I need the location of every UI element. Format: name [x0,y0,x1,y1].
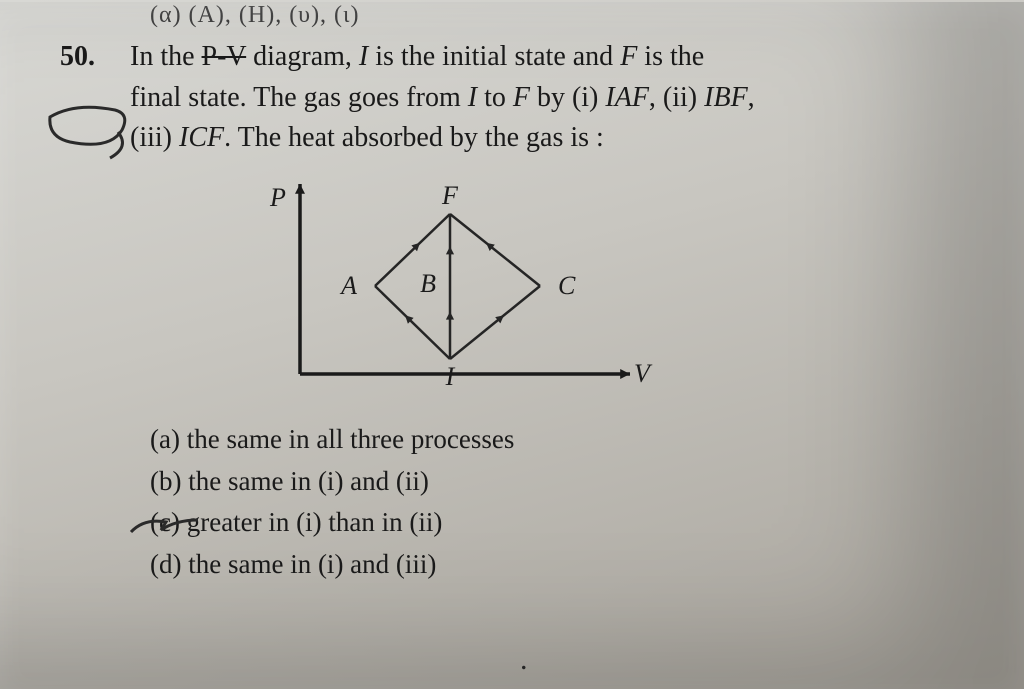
svg-text:P: P [269,183,286,212]
ICF: ICF [179,122,224,153]
option-a: (a) the same in all three processes [150,419,964,461]
q-line3-pre: (iii) [130,122,179,153]
question-text: In the P-V diagram, I is the initial sta… [130,37,964,159]
initial-I: I [359,41,368,72]
svg-text:C: C [558,271,576,300]
option-b: (b) the same in (i) and (ii) [150,461,964,503]
svg-text:V: V [634,359,653,388]
q-line2-pre: final state. The gas goes from [130,82,468,113]
pv-text: P-V [202,41,247,72]
svg-text:F: F [441,181,459,210]
final-F: F [620,41,637,72]
option-d: (d) the same in (i) and (iii) [150,544,964,586]
q-line1-mid: diagram, [246,41,359,72]
pv-diagram-svg: P V F I A B C [240,164,660,414]
I2: I [468,82,477,113]
svg-text:I: I [445,362,456,391]
q-line3-post: . The heat absorbed by the gas is : [224,122,604,153]
q-line1-pre: In the [130,41,202,72]
question-block: 50. In the P-V diagram, I is the initial… [60,37,964,159]
svg-text:B: B [420,269,436,298]
q-line2-to: to [477,82,513,113]
q-line1-post: is the initial state and [368,41,620,72]
option-c: (c) greater in (i) than in (ii) [150,502,964,544]
option-c-text: (c) greater in (i) than in (ii) [150,507,442,537]
options-list: (a) the same in all three processes (b) … [150,419,964,586]
q-line1-end: is the [637,41,704,72]
stray-dot: . [520,643,528,677]
pv-diagram: P V F I A B C [240,164,660,414]
question-number: 50. [60,41,130,159]
IBF: IBF [704,82,748,113]
prev-question-fragment: (α) (A), (H), (υ), (ι) [150,2,964,29]
svg-text:A: A [339,271,357,300]
q-line2-by: by (i) [530,82,605,113]
IAF: IAF [605,82,649,113]
q-line2-c1: , (ii) [649,82,704,113]
F2: F [513,82,530,113]
q-line2-end: , [748,82,755,113]
